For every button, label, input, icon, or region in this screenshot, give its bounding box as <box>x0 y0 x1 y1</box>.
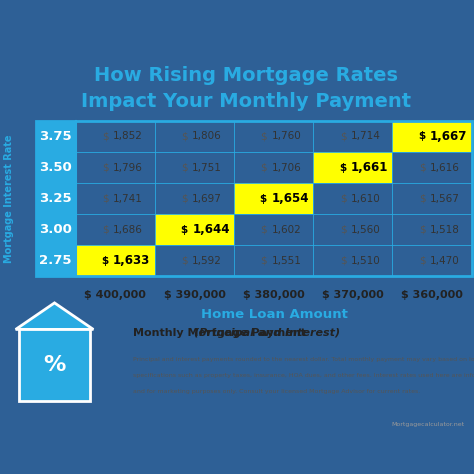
Text: $: $ <box>340 163 350 173</box>
Text: $: $ <box>341 256 350 266</box>
Text: $: $ <box>182 193 192 204</box>
Text: 1,560: 1,560 <box>350 225 380 235</box>
Text: 1,602: 1,602 <box>271 225 301 235</box>
Text: 3.25: 3.25 <box>39 192 72 205</box>
Text: (Principal and Interest): (Principal and Interest) <box>194 328 340 338</box>
Text: 1,796: 1,796 <box>113 163 143 173</box>
Text: How Rising Mortgage Rates: How Rising Mortgage Rates <box>94 66 399 85</box>
FancyBboxPatch shape <box>19 329 90 401</box>
Text: $ 390,000: $ 390,000 <box>164 290 226 301</box>
Text: 1,567: 1,567 <box>429 193 460 204</box>
Text: $: $ <box>182 131 192 141</box>
Text: $: $ <box>182 256 192 266</box>
Text: $: $ <box>420 225 429 235</box>
Text: $: $ <box>420 193 429 204</box>
Text: $ 400,000: $ 400,000 <box>84 290 146 301</box>
Text: Principal and interest payments rounded to the nearest dollar. Total monthly pay: Principal and interest payments rounded … <box>133 357 474 362</box>
FancyBboxPatch shape <box>234 183 313 214</box>
Text: Home Loan Amount: Home Loan Amount <box>201 308 348 321</box>
Text: 1,686: 1,686 <box>113 225 143 235</box>
Text: 3.00: 3.00 <box>39 223 72 236</box>
Text: $: $ <box>341 193 350 204</box>
Text: 1,697: 1,697 <box>192 193 222 204</box>
Text: %: % <box>43 356 66 375</box>
Text: 1,510: 1,510 <box>350 256 380 266</box>
Text: $ 380,000: $ 380,000 <box>243 290 305 301</box>
Text: 1,714: 1,714 <box>350 131 381 141</box>
Text: $: $ <box>420 256 429 266</box>
Polygon shape <box>16 303 93 329</box>
Text: $: $ <box>261 193 271 204</box>
Text: 3.50: 3.50 <box>39 161 72 174</box>
Text: $: $ <box>103 193 113 204</box>
Text: $: $ <box>341 131 350 141</box>
Text: 1,741: 1,741 <box>113 193 143 204</box>
Text: 1,760: 1,760 <box>271 131 301 141</box>
Text: 1,654: 1,654 <box>271 192 309 205</box>
Text: $: $ <box>262 131 271 141</box>
Text: 1,592: 1,592 <box>192 256 222 266</box>
Text: 1,644: 1,644 <box>192 223 230 236</box>
Text: 1,667: 1,667 <box>429 130 467 143</box>
Text: Impact Your Monthly Payment: Impact Your Monthly Payment <box>82 92 411 111</box>
Text: 1,610: 1,610 <box>350 193 380 204</box>
FancyBboxPatch shape <box>36 152 76 183</box>
Text: Mortgage Interest Rate: Mortgage Interest Rate <box>3 134 14 263</box>
Text: $ 360,000: $ 360,000 <box>401 290 463 301</box>
Text: $: $ <box>341 225 350 235</box>
Text: 1,852: 1,852 <box>113 131 143 141</box>
Text: 3.75: 3.75 <box>39 130 72 143</box>
Text: 1,706: 1,706 <box>271 163 301 173</box>
Text: 1,470: 1,470 <box>429 256 459 266</box>
Text: 1,806: 1,806 <box>192 131 222 141</box>
Text: $: $ <box>262 225 271 235</box>
Text: Mortgagecalculator.net: Mortgagecalculator.net <box>392 422 465 427</box>
Text: 1,551: 1,551 <box>271 256 301 266</box>
Text: $: $ <box>182 163 192 173</box>
FancyBboxPatch shape <box>36 121 76 152</box>
Text: Monthly Mortgage Payment (Principal and Interest): Monthly Mortgage Payment (Principal and … <box>133 328 455 338</box>
Text: $ 370,000: $ 370,000 <box>322 290 384 301</box>
Text: 2.75: 2.75 <box>39 254 72 267</box>
Text: Monthly Mortgage Payment: Monthly Mortgage Payment <box>133 328 310 338</box>
FancyBboxPatch shape <box>313 152 392 183</box>
Text: $: $ <box>182 225 192 235</box>
FancyBboxPatch shape <box>76 245 155 276</box>
Text: specifications such as property taxes, insurance, HOA dues, and other fees. Inte: specifications such as property taxes, i… <box>133 373 474 378</box>
Text: $: $ <box>262 256 271 266</box>
Text: 1,518: 1,518 <box>429 225 460 235</box>
Text: 1,633: 1,633 <box>113 254 150 267</box>
Text: $: $ <box>102 256 113 266</box>
Text: 1,616: 1,616 <box>429 163 460 173</box>
FancyBboxPatch shape <box>392 121 472 152</box>
Text: $: $ <box>262 163 271 173</box>
Text: $: $ <box>420 163 429 173</box>
Text: $: $ <box>103 225 113 235</box>
FancyBboxPatch shape <box>36 214 76 245</box>
Text: $: $ <box>419 131 429 141</box>
Text: and for marketing purposes only. Consult your licensed Mortgage Advisor for curr: and for marketing purposes only. Consult… <box>133 389 420 394</box>
FancyBboxPatch shape <box>36 245 76 276</box>
Text: $: $ <box>103 163 113 173</box>
Text: 1,751: 1,751 <box>192 163 222 173</box>
Text: $: $ <box>103 131 113 141</box>
Text: 1,661: 1,661 <box>350 161 388 174</box>
FancyBboxPatch shape <box>155 214 234 245</box>
FancyBboxPatch shape <box>36 183 76 214</box>
